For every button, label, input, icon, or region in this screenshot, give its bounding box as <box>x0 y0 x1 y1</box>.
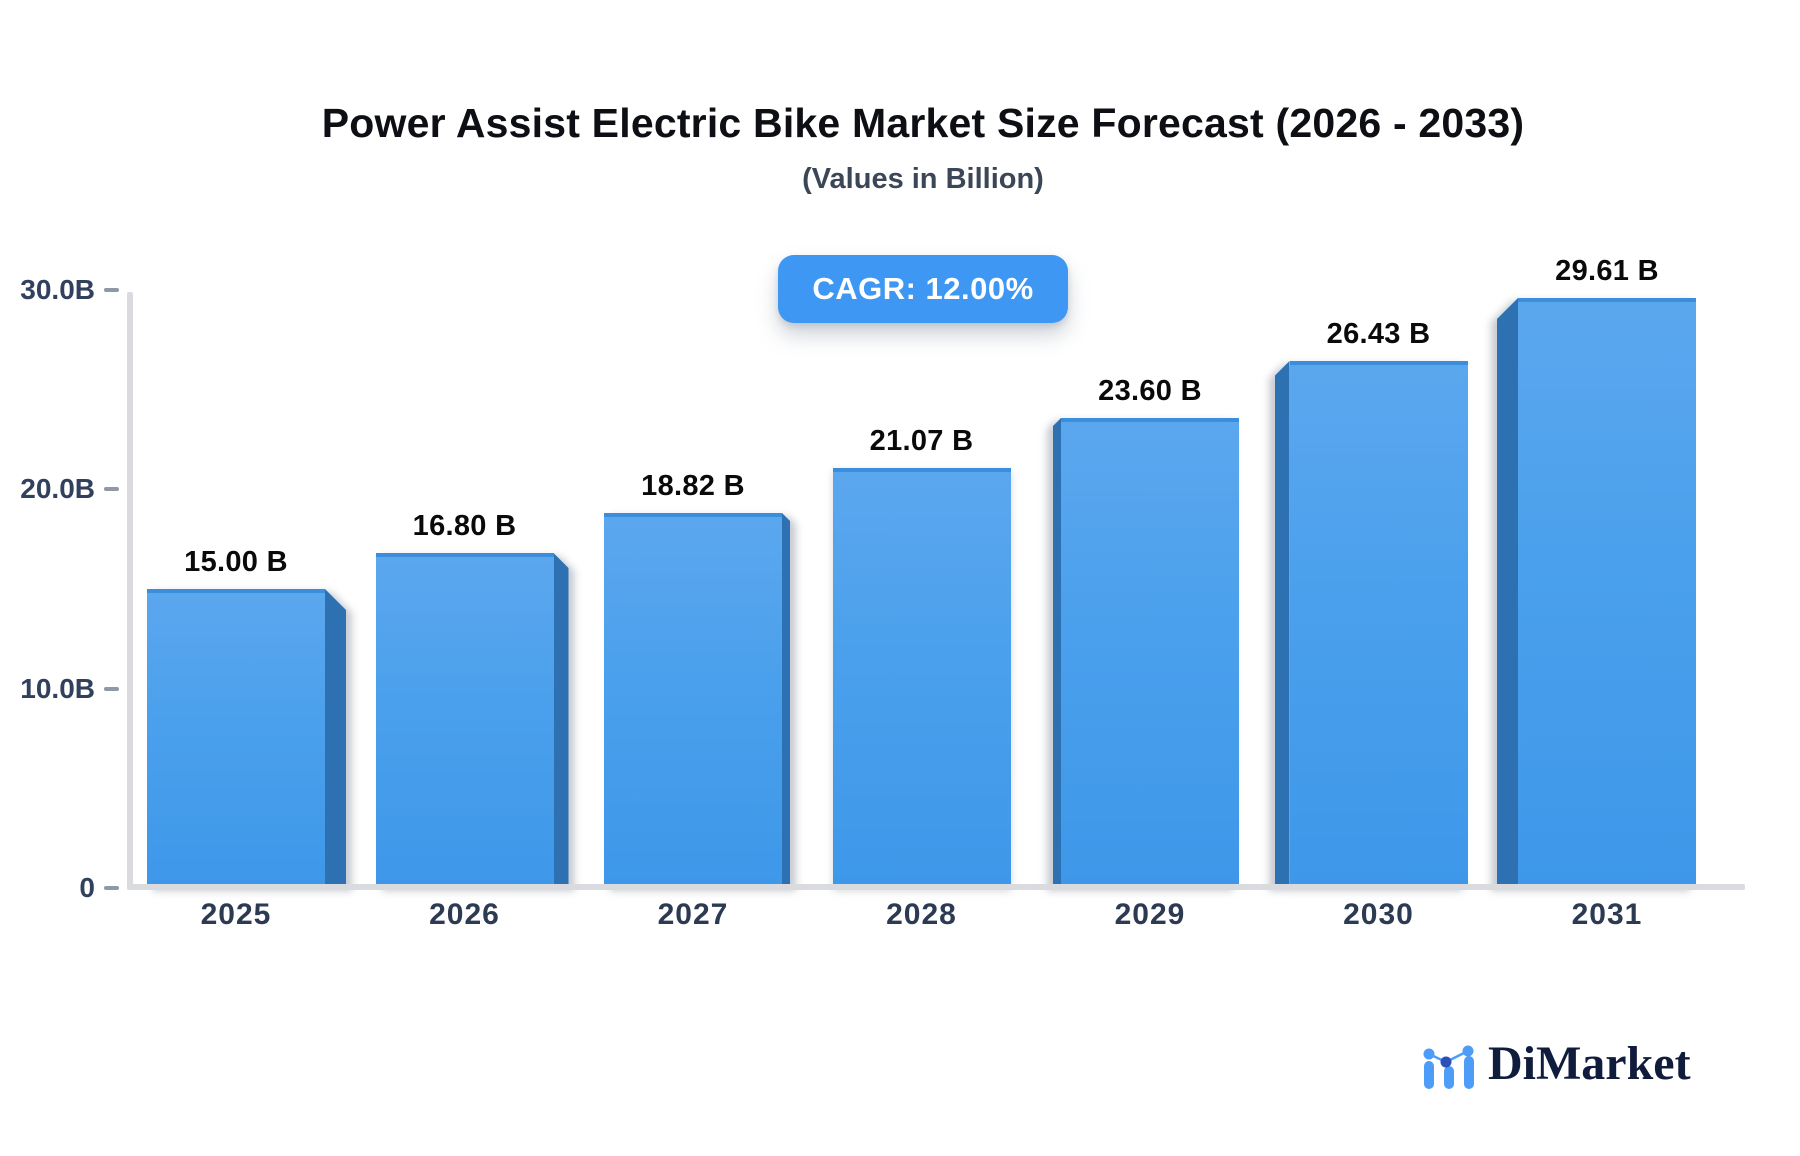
x-axis-baseline <box>127 884 1745 890</box>
bar-2029[interactable] <box>1053 418 1239 888</box>
bar-front-face <box>375 553 554 888</box>
bar-2028[interactable] <box>832 468 1011 888</box>
bar-front-face <box>1289 361 1468 888</box>
bar-front-face <box>147 589 325 888</box>
x-category-label: 2031 <box>1571 898 1643 931</box>
dimarket-logo: DiMarket <box>1422 1034 1691 1094</box>
bar-value-label: 16.80 B <box>412 510 517 542</box>
bar-front-face <box>1518 298 1696 888</box>
bar-front-face <box>832 468 1011 888</box>
x-category-label: 2030 <box>1343 898 1414 931</box>
bar-2025[interactable] <box>147 589 346 888</box>
bar-side-face <box>1274 361 1290 888</box>
bar-side-face <box>1053 418 1061 888</box>
bar-side-face <box>325 589 346 888</box>
chart-title: Power Assist Electric Bike Market Size F… <box>321 100 1525 146</box>
x-category-label: 2027 <box>657 898 729 931</box>
bar-value-label: 23.60 B <box>1098 375 1202 407</box>
bar-2030[interactable] <box>1274 361 1468 888</box>
y-axis-line <box>127 292 133 888</box>
dimarket-logo-text: DiMarket <box>1488 1037 1691 1090</box>
bar-front-face <box>604 513 782 888</box>
y-tick-dash <box>104 686 119 691</box>
bar-side-face <box>1497 298 1518 888</box>
bar-value-label: 18.82 B <box>641 470 745 502</box>
bar-value-label: 29.61 B <box>1555 255 1659 287</box>
bar-side-face <box>553 553 569 888</box>
bar-side-face <box>782 513 790 888</box>
bar-2027[interactable] <box>604 513 790 888</box>
x-category-label: 2029 <box>1114 898 1186 931</box>
bar-chart-trend-icon <box>1423 1045 1474 1089</box>
y-tick-dash <box>104 288 119 292</box>
x-category-label: 2028 <box>886 898 957 931</box>
bar-value-label: 15.00 B <box>184 546 288 578</box>
y-tick-dash <box>104 886 119 890</box>
bar-front-face <box>1061 418 1239 888</box>
bar-value-label: 26.43 B <box>1326 318 1431 350</box>
y-tick-label: 20.0B <box>20 473 95 505</box>
y-tick-label: 10.0B <box>20 672 95 704</box>
y-tick-dash <box>104 487 119 492</box>
bar-value-label: 21.07 B <box>869 425 974 457</box>
cagr-badge: CAGR: 12.00% <box>778 255 1068 323</box>
bar-2026[interactable] <box>375 553 569 888</box>
x-category-label: 2025 <box>200 898 272 931</box>
chart-subtitle: (Values in Billion) <box>802 163 1044 195</box>
y-tick-label: 0 <box>79 872 95 903</box>
bar-2031[interactable] <box>1497 298 1696 888</box>
x-category-label: 2026 <box>429 898 500 931</box>
y-tick-label: 30.0B <box>20 274 95 305</box>
